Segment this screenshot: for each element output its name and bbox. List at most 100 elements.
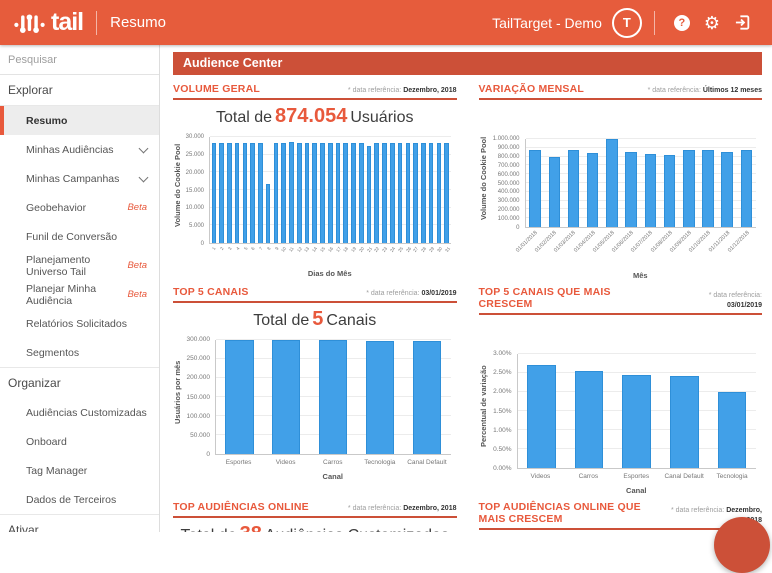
gridline [525,155,756,157]
data-reference-value: Dezembro, 2018 [403,504,457,512]
bar-13 [304,142,310,243]
x-tick-label: 29 [428,246,436,253]
y-tick-label: 800.000 [497,153,520,160]
sidebar-item-label: Dados de Terceiros [26,493,117,506]
x-axis-title: Canal [322,472,343,481]
x-tick-label: 22 [373,246,381,253]
x-tick-label: 8 [265,246,272,251]
search-input[interactable] [0,45,159,75]
y-tick-label: 0 [516,225,520,231]
sidebar-sections: Explorar Resumo Minhas Audiências Minhas Ca… [0,75,159,532]
bar-6 [250,142,255,243]
sidebar-item-label: Planejar Minha Audiência [26,282,97,307]
y-tick-label: 150.000 [186,393,211,401]
total-prefix: Total de [253,312,310,329]
floating-action-button[interactable] [714,517,770,573]
panel-header: VARIAÇÃO MENSAL * data referência: Últim… [478,83,762,100]
bar-1 [211,142,217,243]
y-tick-label: 250.000 [186,355,211,363]
bar-27 [413,142,418,243]
logout-icon[interactable] [734,14,751,31]
y-tick-label: 30.000 [185,134,204,140]
bar-22 [374,142,380,243]
chart-volume-geral: Volume do Cookie Pool 0 5.000 10.000 15.000 2… [173,132,457,278]
sidebar-item-label: Tag Manager [26,464,88,477]
x-tick-label: Esportes [623,473,650,480]
sidebar-item-audiencias-customizadas[interactable]: Audiências Customizadas [0,398,159,427]
x-tick-label: 6 [250,246,256,251]
data-reference: * data referência: 03/01/2019 [673,291,762,310]
sidebar-item-planejar-minha-audiencia[interactable]: Planejar Minha Audiência Beta [0,280,159,309]
total-number: 38 [240,523,262,532]
y-tick-label: 0 [206,451,210,458]
bar-01/03/2018 [567,149,580,227]
x-tick-label: 3 [227,246,233,251]
bar-21 [366,146,372,243]
x-tick-label: 24 [389,246,397,253]
avatar[interactable]: T [611,7,642,38]
tail-logo[interactable]: tail [14,9,84,37]
sidebar-item-label: Resumo [26,114,68,127]
header-right: TailTarget - Demo T ? ⚙ [492,7,758,38]
panel-header: TOP AUDIÊNCIAS ONLINE * data referência:… [173,501,457,518]
x-tick-label: Videos [275,459,296,466]
sidebar-item-label: Planejamento Universo Tail [26,253,91,278]
sidebar-item-dados-de-terceiros[interactable]: Dados de Terceiros [0,485,159,514]
help-icon[interactable]: ? [673,14,690,31]
bar-24 [389,142,395,243]
data-reference: * data referência: 03/01/2019 [366,289,456,298]
total-suffix: Canais [326,312,377,329]
sidebar-item-label: Funil de Conversão [26,230,118,243]
x-tick-label: 11 [288,246,295,253]
x-tick-label: Videos [530,473,551,480]
gridline [525,138,756,139]
bar-2 [219,142,224,243]
data-reference-value: 03/01/2019 [421,289,457,297]
account-name: TailTarget - Demo [492,14,602,31]
bar-01/11/2018 [721,152,733,227]
sidebar-item-minhas-campanhas[interactable]: Minhas Campanhas [0,164,159,193]
settings-gear-icon[interactable]: ⚙ [703,12,720,33]
bar-5 [242,142,248,243]
bar-9 [273,142,279,243]
bar-15 [320,142,325,243]
y-tick-label: 1.50% [493,407,512,415]
y-tick-label: 0.50% [493,445,512,453]
x-tick-label: 18 [342,246,350,253]
total-number: 5 [312,308,324,330]
y-tick-label: 3.00% [493,350,512,357]
bar-Carros [319,340,348,454]
panel-volume-geral: VOLUME GERAL * data referência: Dezembro… [173,83,457,280]
data-reference-label: * data referência: [647,86,701,94]
sidebar-item-label: Geobehavior [26,201,87,214]
sidebar-item-funil-de-conversao[interactable]: Funil de Conversão [0,222,159,251]
total-prefix: Total de [181,527,237,532]
bar-01/09/2018 [683,149,695,227]
bar-31 [444,142,449,243]
sidebar-item-geobehavior[interactable]: Geobehavior Beta [0,193,159,222]
header-divider [96,10,98,35]
data-reference: * data referência: Dezembro, 2018 [348,86,457,95]
bar-17 [335,142,341,243]
x-tick-label: 7 [258,246,264,251]
sidebar-item-resumo[interactable]: Resumo [0,106,159,135]
y-tick-label: 300.000 [186,336,211,343]
x-axis-title: Canal [626,486,647,495]
bar-Tecnologia [366,340,395,454]
y-tick-label: 1.000.000 [492,136,520,142]
y-tick-label: 0.00% [493,465,512,472]
sidebar-item-minhas-audiencias[interactable]: Minhas Audiências [0,135,159,164]
x-tick-label: Canal Default [664,473,704,480]
sidebar-item-onboard[interactable]: Onboard [0,427,159,456]
y-tick-label: 2.50% [493,369,512,377]
total-line: Total de 874.054 Usuários [173,105,457,128]
x-tick-label: 10 [280,246,288,253]
sidebar-item-segmentos[interactable]: Segmentos [0,338,159,367]
x-tick-label: Tecnologia [716,473,748,480]
sidebar-item-planejamento-universo-tail[interactable]: Planejamento Universo Tail Beta [0,251,159,280]
sidebar-item-tag-manager[interactable]: Tag Manager [0,456,159,485]
sidebar-item-label: Minhas Campanhas [26,172,120,185]
sidebar-item-label: Segmentos [26,346,80,359]
bar-16 [327,142,333,243]
sidebar-item-relatorios-solicitados[interactable]: Relatórios Solicitados [0,309,159,338]
